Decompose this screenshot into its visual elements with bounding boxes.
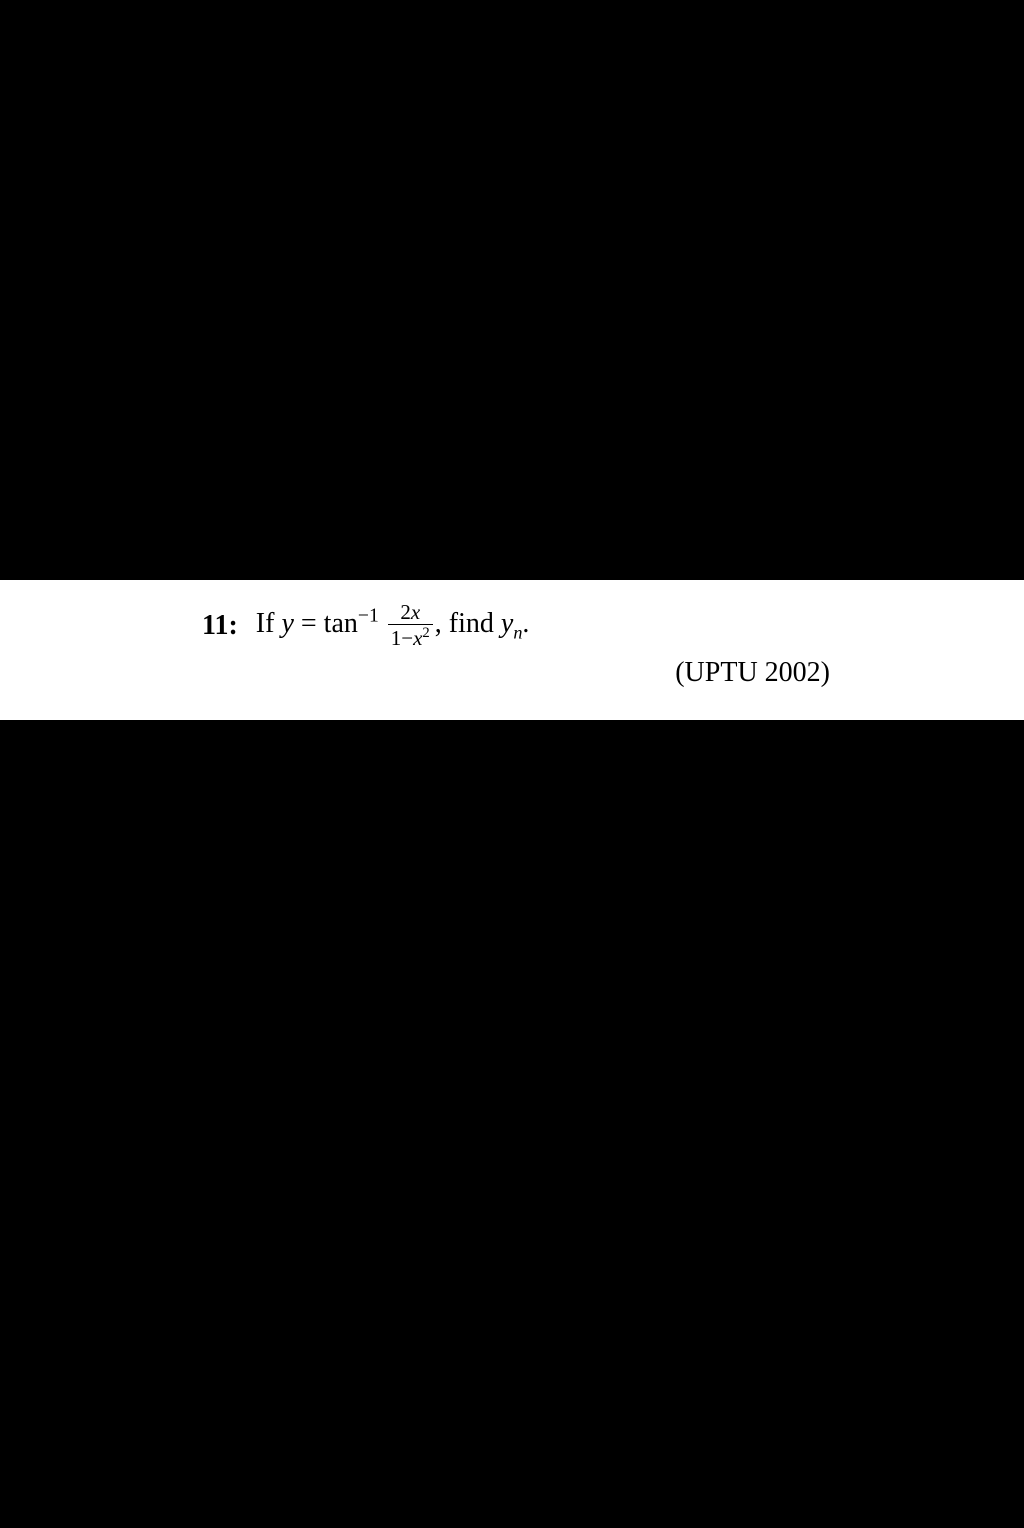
question-number: 11:	[202, 610, 238, 642]
func-tan: tan	[324, 608, 358, 639]
problem-strip: 11: If y = tan−1 2x 1−x2 , find yn. (UPT…	[0, 580, 1024, 720]
num-var: x	[411, 600, 420, 624]
den-left: 1−	[391, 626, 413, 650]
period: .	[522, 608, 529, 639]
func-exp: −1	[358, 606, 379, 627]
var-y: y	[281, 608, 293, 639]
text-if: If	[256, 608, 282, 639]
fraction-denominator: 1−x2	[388, 625, 433, 649]
source-text: (UPTU 2002)	[675, 657, 830, 688]
source-line: (UPTU 2002)	[0, 657, 1024, 689]
equals: =	[294, 608, 324, 639]
target-y: y	[501, 608, 513, 639]
num-coeff: 2	[400, 600, 411, 624]
fraction-numerator: 2x	[388, 602, 433, 625]
fraction: 2x 1−x2	[388, 602, 433, 649]
den-exp: 2	[422, 625, 429, 641]
text-find: , find	[435, 608, 501, 639]
problem-body: If y = tan−1 2x 1−x2 , find yn.	[256, 602, 530, 649]
problem-line: 11: If y = tan−1 2x 1−x2 , find yn.	[0, 602, 1024, 649]
